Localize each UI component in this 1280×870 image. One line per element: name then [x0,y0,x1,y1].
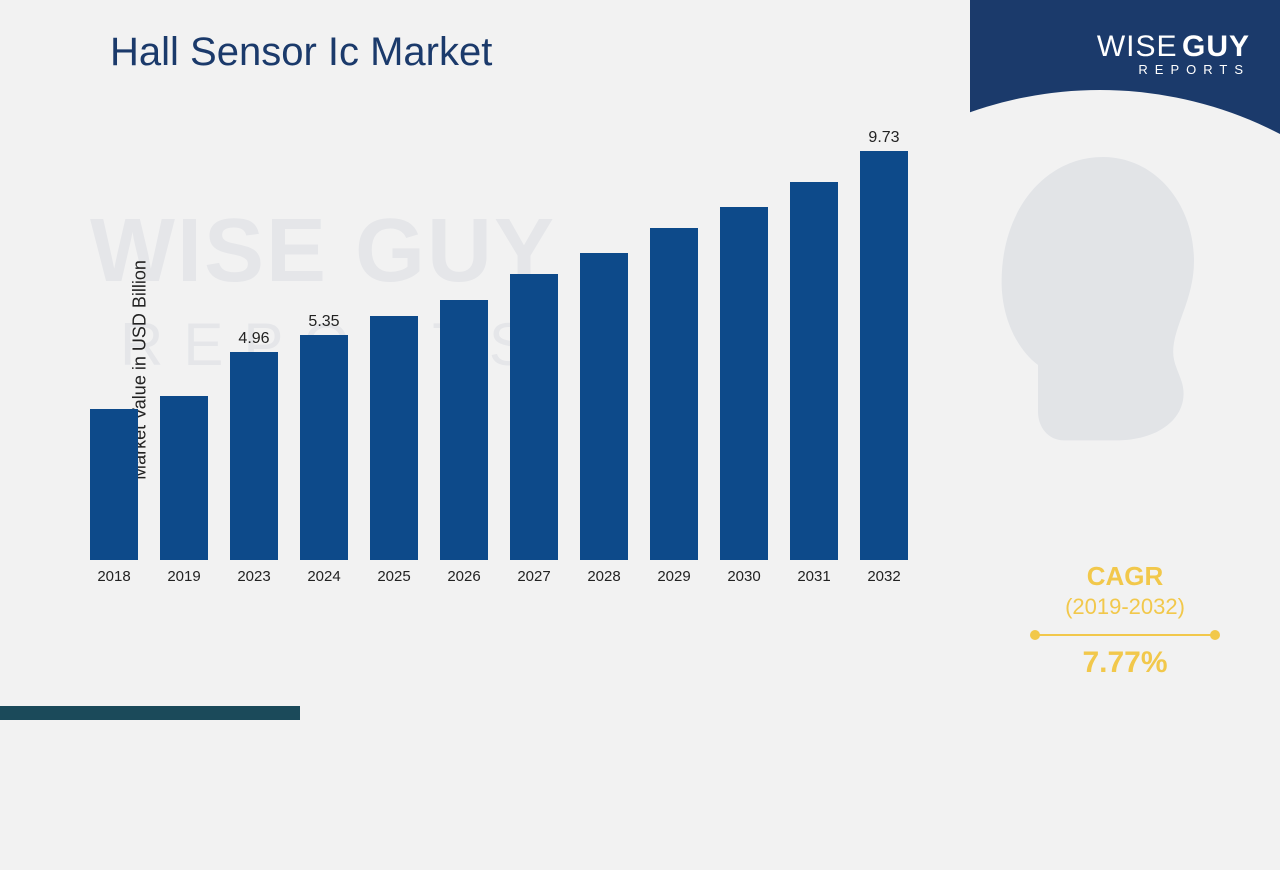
bar-category-label: 2031 [779,568,849,585]
cagr-value: 7.77% [970,646,1280,680]
bar-2019: 2019 [160,140,208,560]
cagr-label: CAGR [970,561,1280,592]
bar-rect [230,352,278,560]
bar-category-label: 2023 [219,568,289,585]
bar-category-label: 2030 [709,568,779,585]
bar-2024: 5.352024 [300,140,348,560]
bar-category-label: 2028 [569,568,639,585]
bar-rect [300,335,348,560]
brand-sub: REPORTS [1097,62,1250,77]
bar-category-label: 2026 [429,568,499,585]
bar-value-label: 5.35 [294,313,354,331]
bar-rect [650,228,698,560]
bar-2029: 2029 [650,140,698,560]
footer-accent [0,706,300,720]
bar-value-label: 9.73 [854,129,914,147]
bar-2027: 2027 [510,140,558,560]
bar-2032: 9.732032 [860,140,908,560]
bar-rect [720,207,768,560]
bar-category-label: 2032 [849,568,919,585]
cagr-divider [1035,634,1215,636]
bar-2023: 4.962023 [230,140,278,560]
bar-2026: 2026 [440,140,488,560]
page: WISE GUY REPORTS CAGR (2019-2032) 7.77% … [0,0,1280,720]
cagr-block: CAGR (2019-2032) 7.77% [970,561,1280,680]
bar-rect [440,300,488,560]
bar-category-label: 2018 [79,568,149,585]
bar-rect [860,151,908,560]
bar-value-label: 4.96 [224,330,284,348]
bar-rect [370,316,418,560]
bar-2030: 2030 [720,140,768,560]
bar-category-label: 2025 [359,568,429,585]
bar-2025: 2025 [370,140,418,560]
bar-category-label: 2019 [149,568,219,585]
plot-area: 2018 2019 4.962023 5.352024 2025 2026 2027 2028… [90,140,920,560]
bar-rect [580,253,628,560]
bar-rect [510,274,558,560]
bar-category-label: 2029 [639,568,709,585]
bar-category-label: 2024 [289,568,359,585]
bar-2028: 2028 [580,140,628,560]
bar-category-label: 2027 [499,568,569,585]
bar-rect [160,396,208,560]
brand-word2: GUY [1182,30,1250,63]
bar-2018: 2018 [90,140,138,560]
bar-rect [90,409,138,560]
brand-word1: WISE [1097,30,1178,63]
brand-logo: WISE GUY REPORTS [1097,30,1250,77]
bar-2031: 2031 [790,140,838,560]
chart-title: Hall Sensor Ic Market [110,30,492,75]
bar-chart: Market Value in USD Billion 201820194.96… [60,140,920,600]
cagr-period: (2019-2032) [970,594,1280,620]
bar-rect [790,182,838,560]
